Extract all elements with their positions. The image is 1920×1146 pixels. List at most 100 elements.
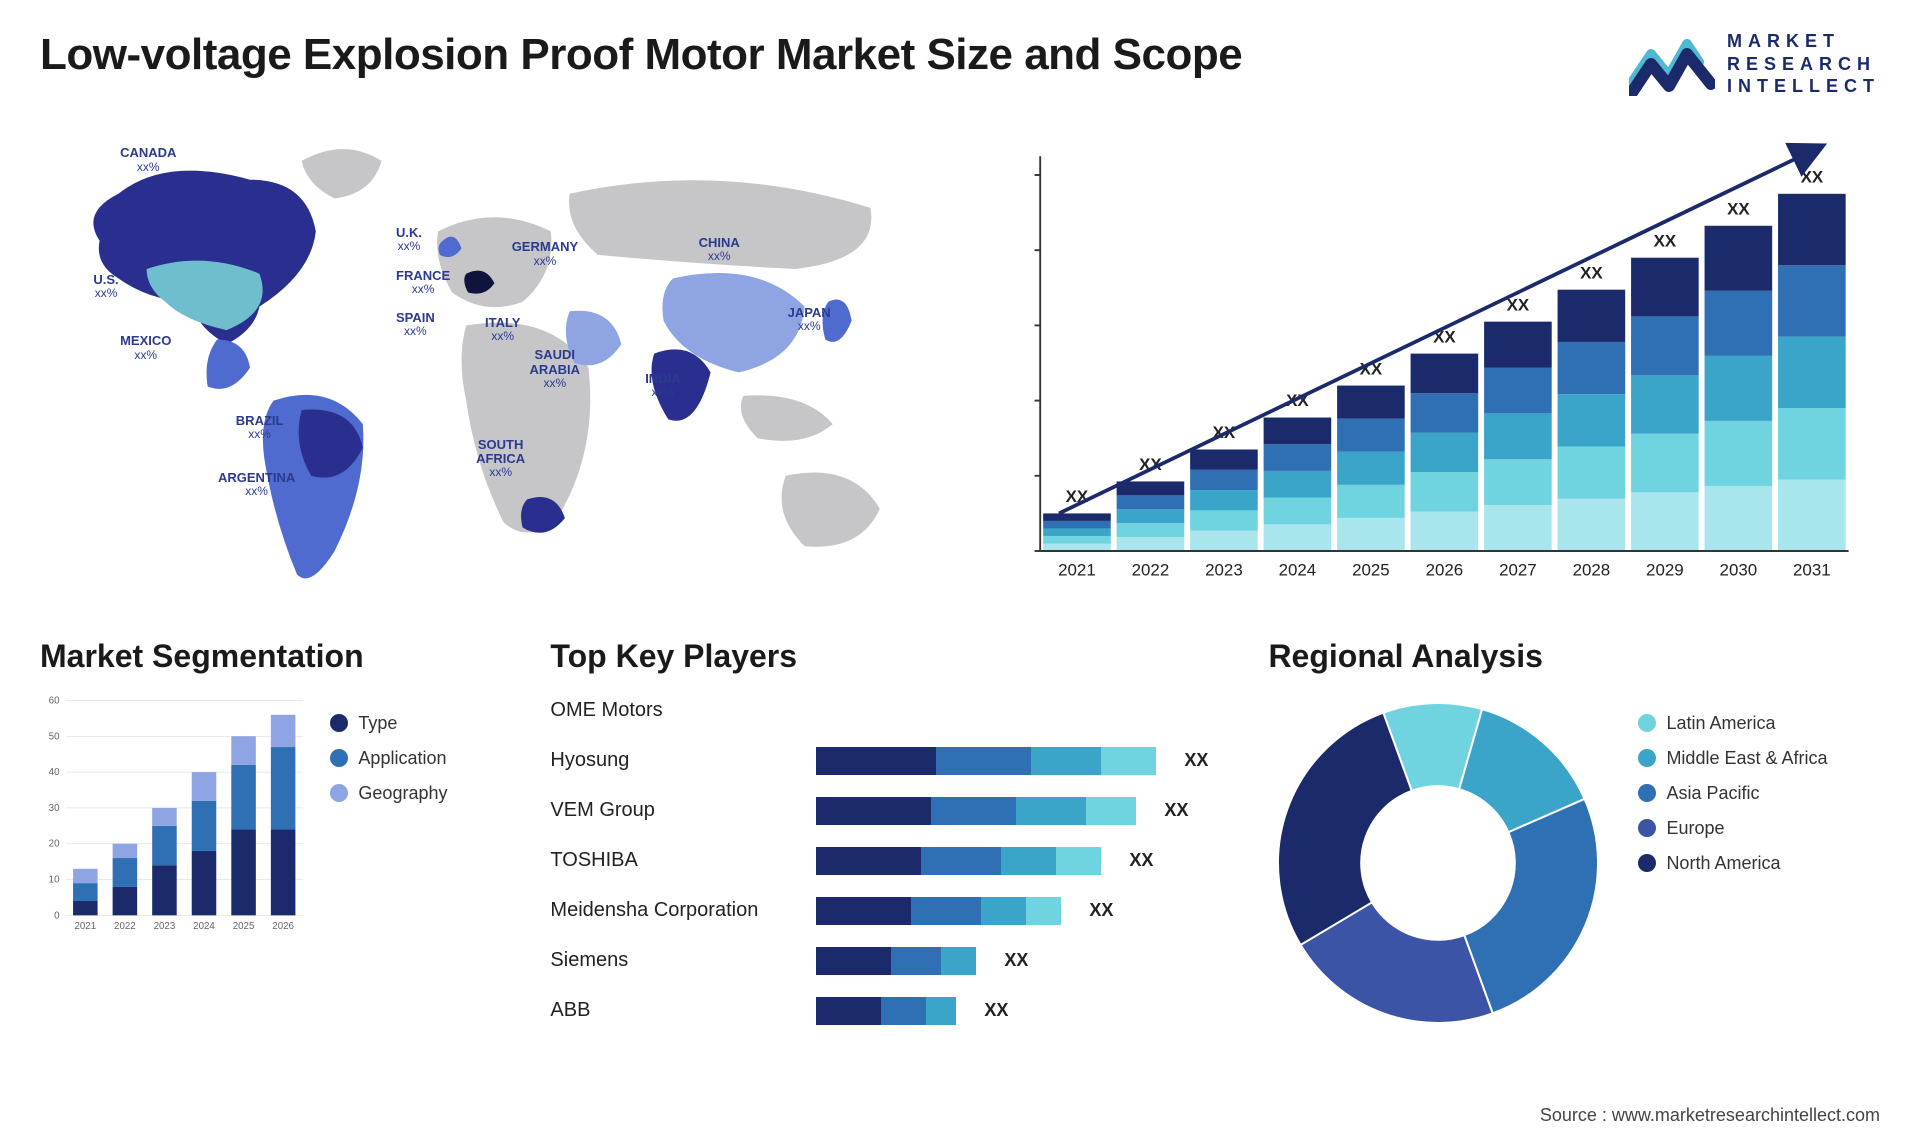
map-label-france: FRANCExx% — [396, 269, 450, 296]
svg-text:2024: 2024 — [1279, 560, 1317, 579]
map-label-china: CHINAxx% — [699, 236, 740, 263]
svg-text:2031: 2031 — [1793, 560, 1831, 579]
map-label-south-africa: SOUTHAFRICAxx% — [476, 438, 525, 480]
player-name: OME Motors — [550, 699, 800, 722]
player-name: ABB — [550, 999, 800, 1022]
map-label-brazil: BRAZILxx% — [236, 414, 284, 441]
legend-dot-icon — [1638, 784, 1656, 802]
player-bar — [816, 997, 956, 1025]
svg-text:2022: 2022 — [114, 920, 136, 931]
forecast-chart-panel: XX2021XX2022XX2023XX2024XX2025XX2026XX20… — [990, 128, 1880, 598]
legend-dot-icon — [330, 714, 348, 732]
svg-text:0: 0 — [54, 910, 60, 921]
player-value: XX — [984, 1000, 1008, 1021]
segmentation-legend-item: Application — [330, 748, 510, 769]
player-value: XX — [1004, 950, 1028, 971]
regional-legend-item: Europe — [1638, 818, 1880, 839]
svg-text:2024: 2024 — [193, 920, 215, 931]
map-label-india: INDIAxx% — [645, 372, 680, 399]
svg-text:60: 60 — [49, 695, 60, 706]
svg-text:50: 50 — [49, 731, 60, 742]
segmentation-bar-chart: 0102030405060202120222023202420252026 — [40, 693, 310, 941]
legend-label: Middle East & Africa — [1666, 748, 1827, 769]
logo-line-3: INTELLECT — [1727, 75, 1880, 98]
legend-dot-icon — [1638, 749, 1656, 767]
svg-text:2021: 2021 — [74, 920, 96, 931]
regional-title: Regional Analysis — [1268, 638, 1880, 675]
player-value: XX — [1129, 850, 1153, 871]
legend-label: Type — [358, 713, 397, 734]
legend-label: Asia Pacific — [1666, 783, 1759, 804]
svg-text:XX: XX — [1801, 167, 1824, 186]
legend-dot-icon — [330, 784, 348, 802]
svg-text:2023: 2023 — [154, 920, 176, 931]
players-panel: Top Key Players OME MotorsHyosungXXVEM G… — [550, 638, 1228, 1068]
player-bar — [816, 947, 976, 975]
svg-text:XX: XX — [1727, 199, 1750, 218]
map-label-italy: ITALYxx% — [485, 316, 520, 343]
bottom-row: Market Segmentation 01020304050602021202… — [40, 638, 1880, 1068]
legend-label: Europe — [1666, 818, 1724, 839]
player-value: XX — [1184, 750, 1208, 771]
legend-dot-icon — [1638, 819, 1656, 837]
segmentation-legend: Type Application Geography — [330, 693, 510, 941]
player-name: Hyosung — [550, 749, 800, 772]
map-label-mexico: MEXICOxx% — [120, 334, 171, 361]
player-name: VEM Group — [550, 799, 800, 822]
legend-label: Application — [358, 748, 446, 769]
legend-dot-icon — [330, 749, 348, 767]
segmentation-legend-item: Geography — [330, 783, 510, 804]
segmentation-body: 0102030405060202120222023202420252026 Ty… — [40, 693, 510, 941]
svg-text:2026: 2026 — [272, 920, 294, 931]
regional-legend-item: Middle East & Africa — [1638, 748, 1880, 769]
player-row: VEM Group XX — [550, 793, 1208, 829]
legend-label: Geography — [358, 783, 447, 804]
page-title: Low-voltage Explosion Proof Motor Market… — [40, 30, 1242, 80]
player-bar — [816, 747, 1156, 775]
svg-text:2025: 2025 — [1352, 560, 1390, 579]
svg-text:2027: 2027 — [1499, 560, 1537, 579]
svg-text:2026: 2026 — [1426, 560, 1464, 579]
segmentation-panel: Market Segmentation 01020304050602021202… — [40, 638, 510, 1068]
header: Low-voltage Explosion Proof Motor Market… — [40, 30, 1880, 98]
map-label-u-k-: U.K.xx% — [396, 226, 422, 253]
svg-text:40: 40 — [49, 767, 60, 778]
player-value: XX — [1089, 900, 1113, 921]
map-label-spain: SPAINxx% — [396, 311, 435, 338]
svg-text:10: 10 — [49, 874, 60, 885]
forecast-bar-chart: XX2021XX2022XX2023XX2024XX2025XX2026XX20… — [990, 128, 1880, 598]
player-row: TOSHIBA XX — [550, 843, 1208, 879]
svg-text:2021: 2021 — [1058, 560, 1096, 579]
player-row: Hyosung XX — [550, 743, 1208, 779]
world-map-panel: CANADAxx%U.S.xx%MEXICOxx%BRAZILxx%ARGENT… — [40, 128, 930, 598]
map-label-u-s-: U.S.xx% — [93, 273, 118, 300]
player-value: XX — [1164, 800, 1188, 821]
regional-donut-chart — [1268, 693, 1608, 1033]
legend-label: Latin America — [1666, 713, 1775, 734]
player-row: OME Motors — [550, 693, 1208, 729]
segmentation-legend-item: Type — [330, 713, 510, 734]
player-row: Siemens XX — [550, 943, 1208, 979]
player-bar — [816, 897, 1061, 925]
svg-text:XX: XX — [1580, 263, 1603, 282]
svg-text:2022: 2022 — [1132, 560, 1170, 579]
svg-text:2025: 2025 — [233, 920, 255, 931]
player-bar — [816, 847, 1101, 875]
regional-legend-item: Asia Pacific — [1638, 783, 1880, 804]
source-attribution: Source : www.marketresearchintellect.com — [1540, 1105, 1880, 1126]
svg-text:2030: 2030 — [1720, 560, 1758, 579]
map-label-argentina: ARGENTINAxx% — [218, 471, 295, 498]
map-label-germany: GERMANYxx% — [512, 240, 578, 267]
players-title: Top Key Players — [550, 638, 1228, 675]
regional-donut-wrap — [1268, 693, 1608, 1033]
player-name: Siemens — [550, 949, 800, 972]
regional-panel: Regional Analysis Latin America Middle Ea… — [1268, 638, 1880, 1068]
regional-legend: Latin America Middle East & Africa Asia Pa… — [1638, 693, 1880, 888]
player-name: Meidensha Corporation — [550, 899, 800, 922]
player-name: TOSHIBA — [550, 849, 800, 872]
brand-logo-icon — [1629, 32, 1715, 96]
svg-text:XX: XX — [1654, 231, 1677, 250]
world-map — [40, 128, 930, 598]
regional-legend-item: North America — [1638, 853, 1880, 874]
player-row: Meidensha Corporation XX — [550, 893, 1208, 929]
